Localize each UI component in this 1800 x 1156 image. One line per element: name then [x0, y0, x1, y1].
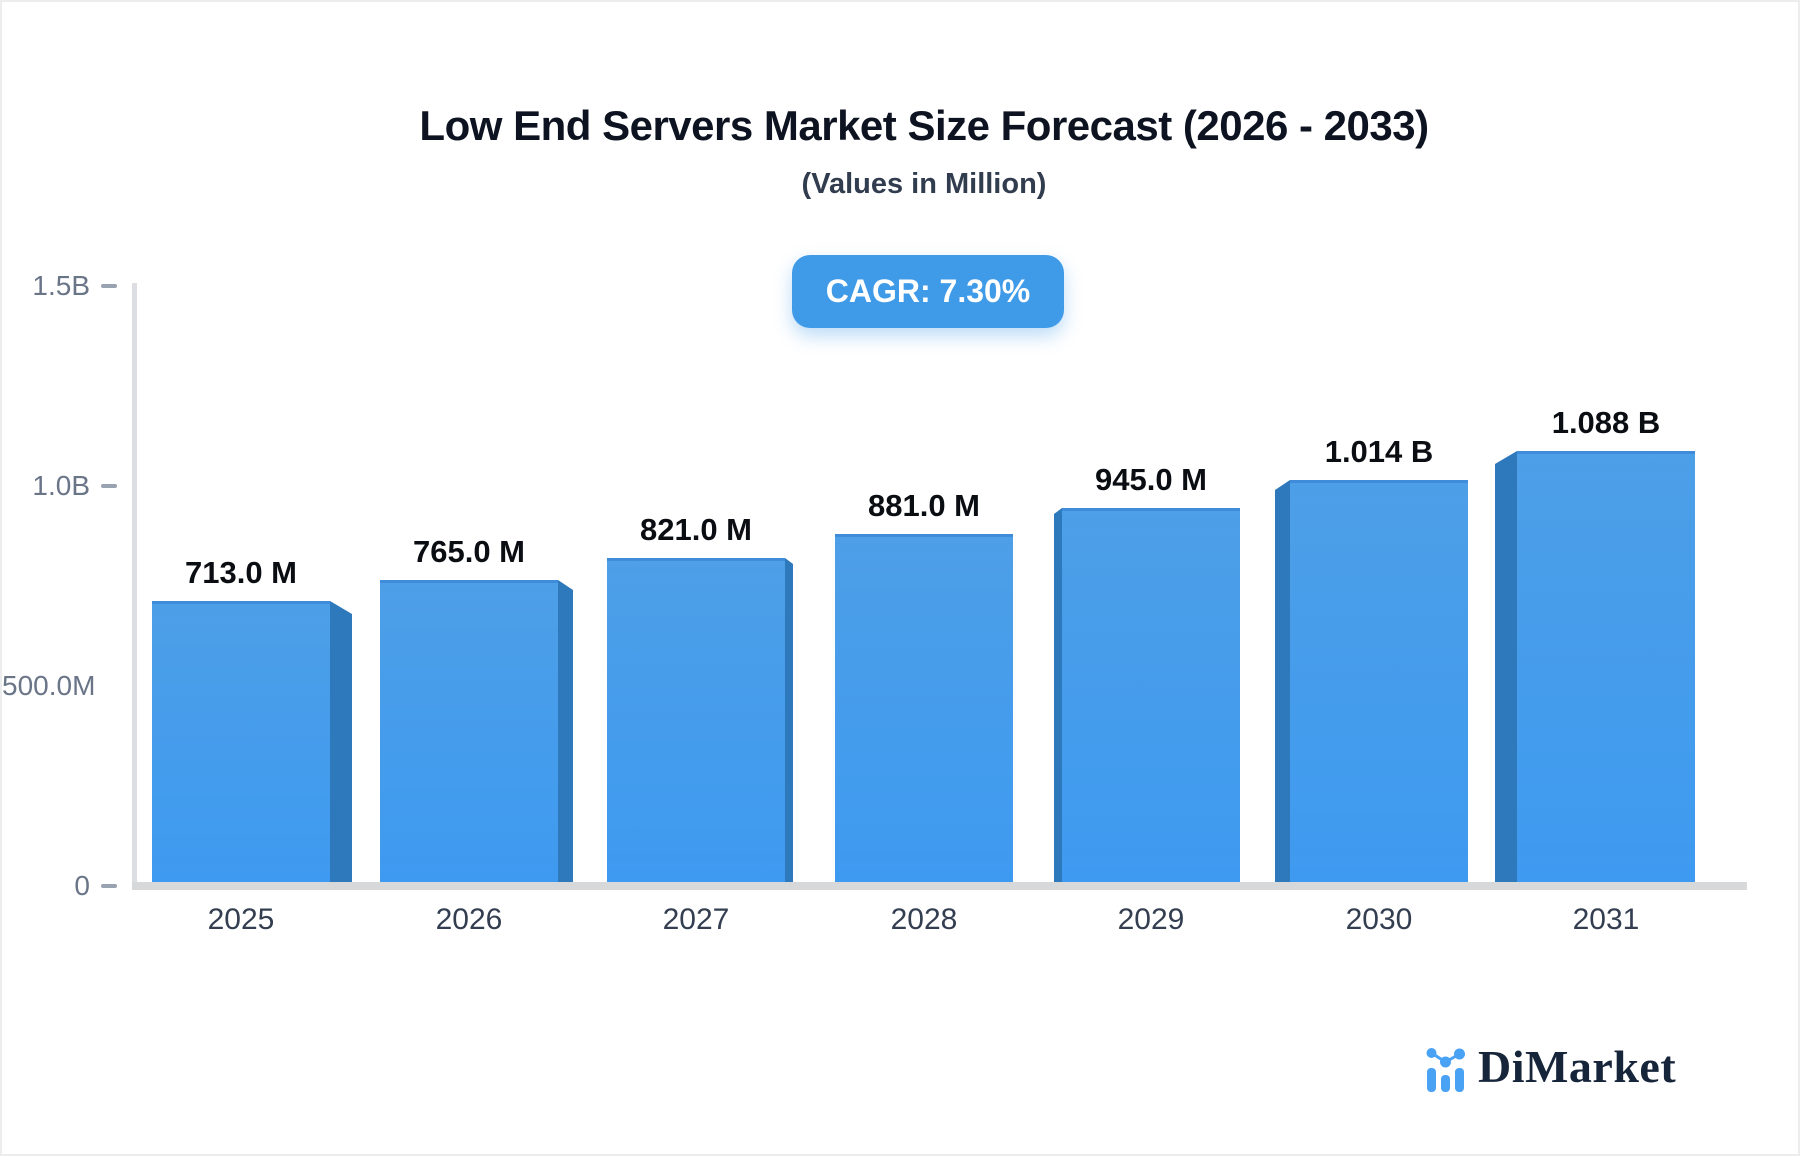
x-axis-baseline: [132, 882, 1747, 890]
bar: [1517, 451, 1695, 884]
x-tick-label: 2028: [890, 903, 958, 936]
bar-value-label: 945.0 M: [1094, 462, 1207, 497]
bar: [1290, 480, 1468, 884]
y-axis-label: 500.0M: [2, 670, 96, 701]
bar-value-label: 1.014 B: [1324, 434, 1434, 469]
chart-subtitle: (Values in Million): [801, 168, 1047, 200]
bar: [835, 534, 1013, 884]
bar: [380, 580, 558, 884]
bar-value-label: 713.0 M: [184, 555, 297, 590]
bar-side-face: [785, 558, 793, 884]
x-tick-label: 2027: [662, 903, 730, 936]
y-axis-label: 0: [74, 870, 90, 901]
logo-chart-icon: [1426, 1048, 1465, 1092]
bar-side-face: [1495, 451, 1517, 884]
bar-side-face: [558, 580, 573, 884]
y-axis-line: [132, 283, 137, 890]
bar-top-edge: [835, 534, 1013, 537]
bar-value-label: 821.0 M: [639, 512, 752, 547]
bar-side-face: [330, 601, 352, 884]
bar-top-edge: [380, 580, 558, 583]
bar-top-edge: [1517, 451, 1695, 454]
bar-top-edge: [607, 558, 785, 561]
x-tick-label: 2026: [435, 903, 503, 936]
x-tick-label: 2029: [1117, 903, 1185, 936]
bar: [607, 558, 785, 884]
dimarket-logo: DiMarket: [1424, 1042, 1676, 1092]
chart-title: Low End Servers Market Size Forecast (20…: [419, 102, 1429, 149]
y-axis-tick: [101, 884, 117, 888]
bar-top-edge: [1290, 480, 1468, 483]
bar-side-face: [1275, 480, 1290, 884]
y-axis-label: 1.0B: [32, 470, 90, 501]
bar: [152, 601, 330, 884]
bar: [1062, 508, 1240, 884]
x-tick-label: 2031: [1572, 903, 1640, 936]
bar-side-face: [1054, 508, 1062, 884]
y-axis-tick: [101, 284, 117, 288]
y-axis-tick: [101, 484, 117, 488]
bar-value-label: 765.0 M: [412, 534, 525, 569]
y-axis-label: 1.5B: [32, 270, 90, 301]
bar-top-edge: [152, 601, 330, 604]
cagr-badge: CAGR: 7.30%: [792, 255, 1064, 328]
x-tick-label: 2025: [207, 903, 275, 936]
bar-top-edge: [1062, 508, 1240, 511]
bar-value-label: 881.0 M: [867, 488, 980, 523]
bar-value-label: 1.088 B: [1551, 405, 1661, 440]
logo-text: DiMarket: [1478, 1041, 1677, 1092]
x-tick-label: 2030: [1345, 903, 1413, 936]
